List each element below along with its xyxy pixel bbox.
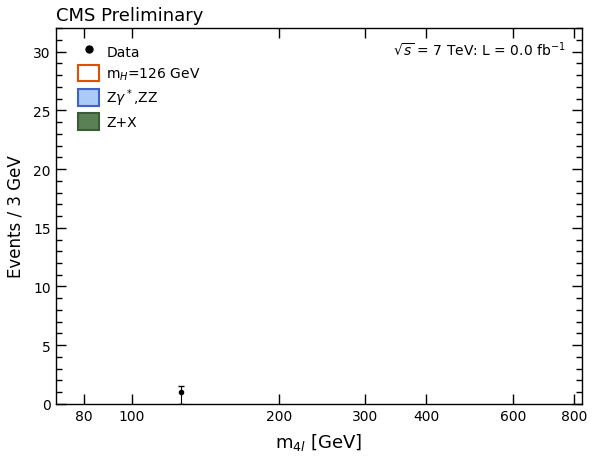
- X-axis label: m$_{4l}$ [GeV]: m$_{4l}$ [GeV]: [275, 431, 362, 452]
- Y-axis label: Events / 3 GeV: Events / 3 GeV: [7, 155, 25, 278]
- Text: $\sqrt{s}$ = 7 TeV: L = 0.0 fb$^{-1}$: $\sqrt{s}$ = 7 TeV: L = 0.0 fb$^{-1}$: [393, 40, 566, 59]
- Legend: Data, m$_{H}$=126 GeV, Z$\gamma^*$,ZZ, Z+X: Data, m$_{H}$=126 GeV, Z$\gamma^*$,ZZ, Z…: [79, 44, 201, 131]
- Text: CMS Preliminary: CMS Preliminary: [56, 7, 203, 25]
